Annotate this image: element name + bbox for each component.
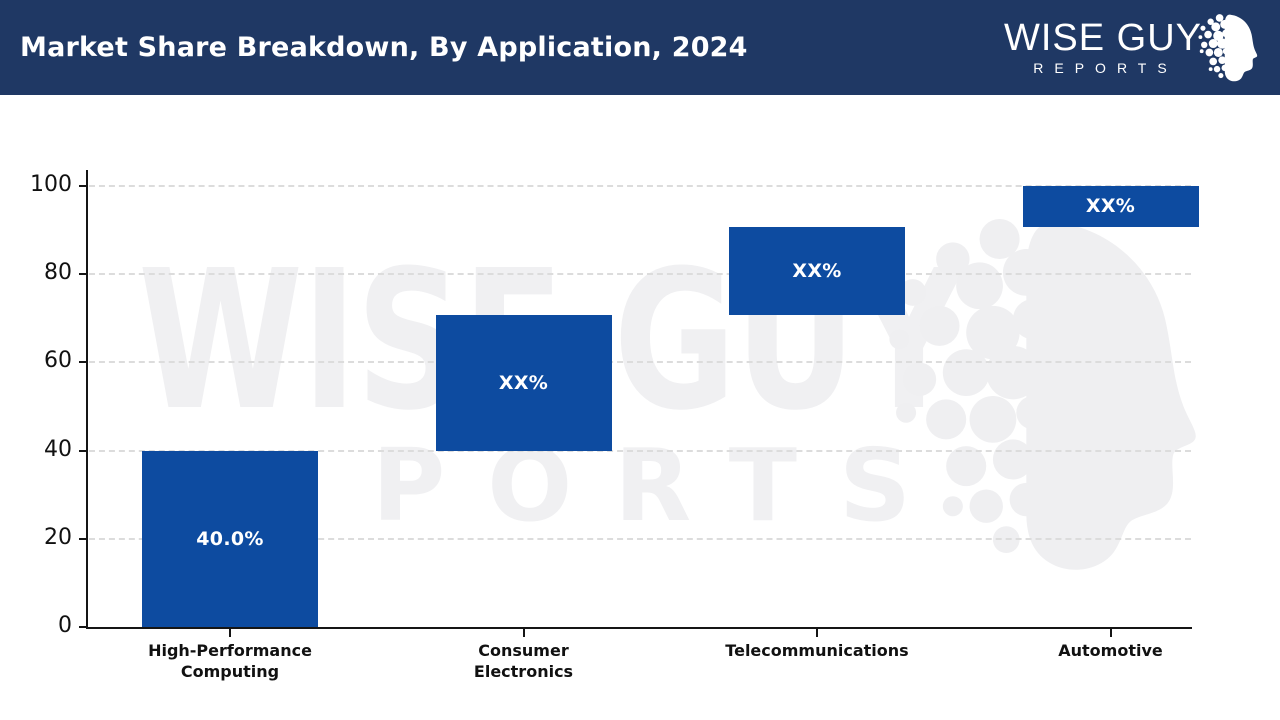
gridline [89,273,1191,276]
y-axis-tick-label: 100 [30,172,72,197]
bar-value-label: XX% [498,371,549,394]
y-axis-tick-mark [79,626,87,628]
y-axis-tick-mark [79,185,87,187]
y-axis-tick-mark [79,449,87,452]
brand-logo-text: WISE GUY REPORTS [1004,19,1202,76]
chart-title: Market Share Breakdown, By Application, … [20,32,748,63]
y-axis-line [86,170,88,629]
bar: XX% [1022,186,1199,227]
y-axis-tick-label: 20 [44,524,72,550]
y-axis-tick-mark [79,537,87,540]
x-axis-label: High-Performance Computing [100,641,360,683]
gridline [89,361,1191,364]
y-axis-tick-mark [79,361,87,364]
gridline [89,537,1191,540]
bar-value-label: 40.0% [196,527,264,550]
brand-name: WISE GUY [1003,17,1202,59]
dotted-head-logo-icon [1198,13,1258,81]
bar: XX% [729,226,905,315]
y-axis-tick-label: 80 [44,260,72,286]
x-axis-label: Consumer Electronics [394,641,654,683]
watermark-head-icon [889,218,1196,570]
x-axis-tick-mark [1109,629,1112,637]
x-axis-label-line: Telecommunications [725,641,909,660]
brand-logo: WISE GUY REPORTS [1004,8,1258,88]
bar-value-label: XX% [1085,195,1136,218]
gridline [89,449,1191,452]
x-axis-label: Automotive [981,641,1241,662]
bar-value-label: XX% [792,259,842,282]
header-band: Market Share Breakdown, By Application, … [0,0,1280,95]
x-axis-label-line: Consumer [478,641,569,660]
x-axis-label: Telecommunications [687,641,947,662]
bar: XX% [435,314,612,451]
x-axis-label-line: Automotive [1058,641,1163,660]
y-axis-tick-label: 60 [44,348,72,374]
x-axis-line [86,627,1192,629]
x-axis-label-line: Electronics [473,661,574,681]
watermark-brand-subtext: PORTS [372,427,954,544]
y-axis-tick-label: 0 [58,613,72,638]
x-axis-tick-mark [229,629,231,637]
x-axis-label-line: High-Performance [148,641,312,660]
y-axis-tick-label: 40 [44,436,72,462]
brand-subname: REPORTS [1033,60,1178,76]
x-axis-tick-mark [522,629,525,637]
gridline [89,185,1191,187]
x-axis-label-line: Computing [180,661,280,681]
y-axis-tick-mark [79,273,87,276]
bar: 40.0% [142,450,318,627]
x-axis-tick-mark [816,629,818,637]
